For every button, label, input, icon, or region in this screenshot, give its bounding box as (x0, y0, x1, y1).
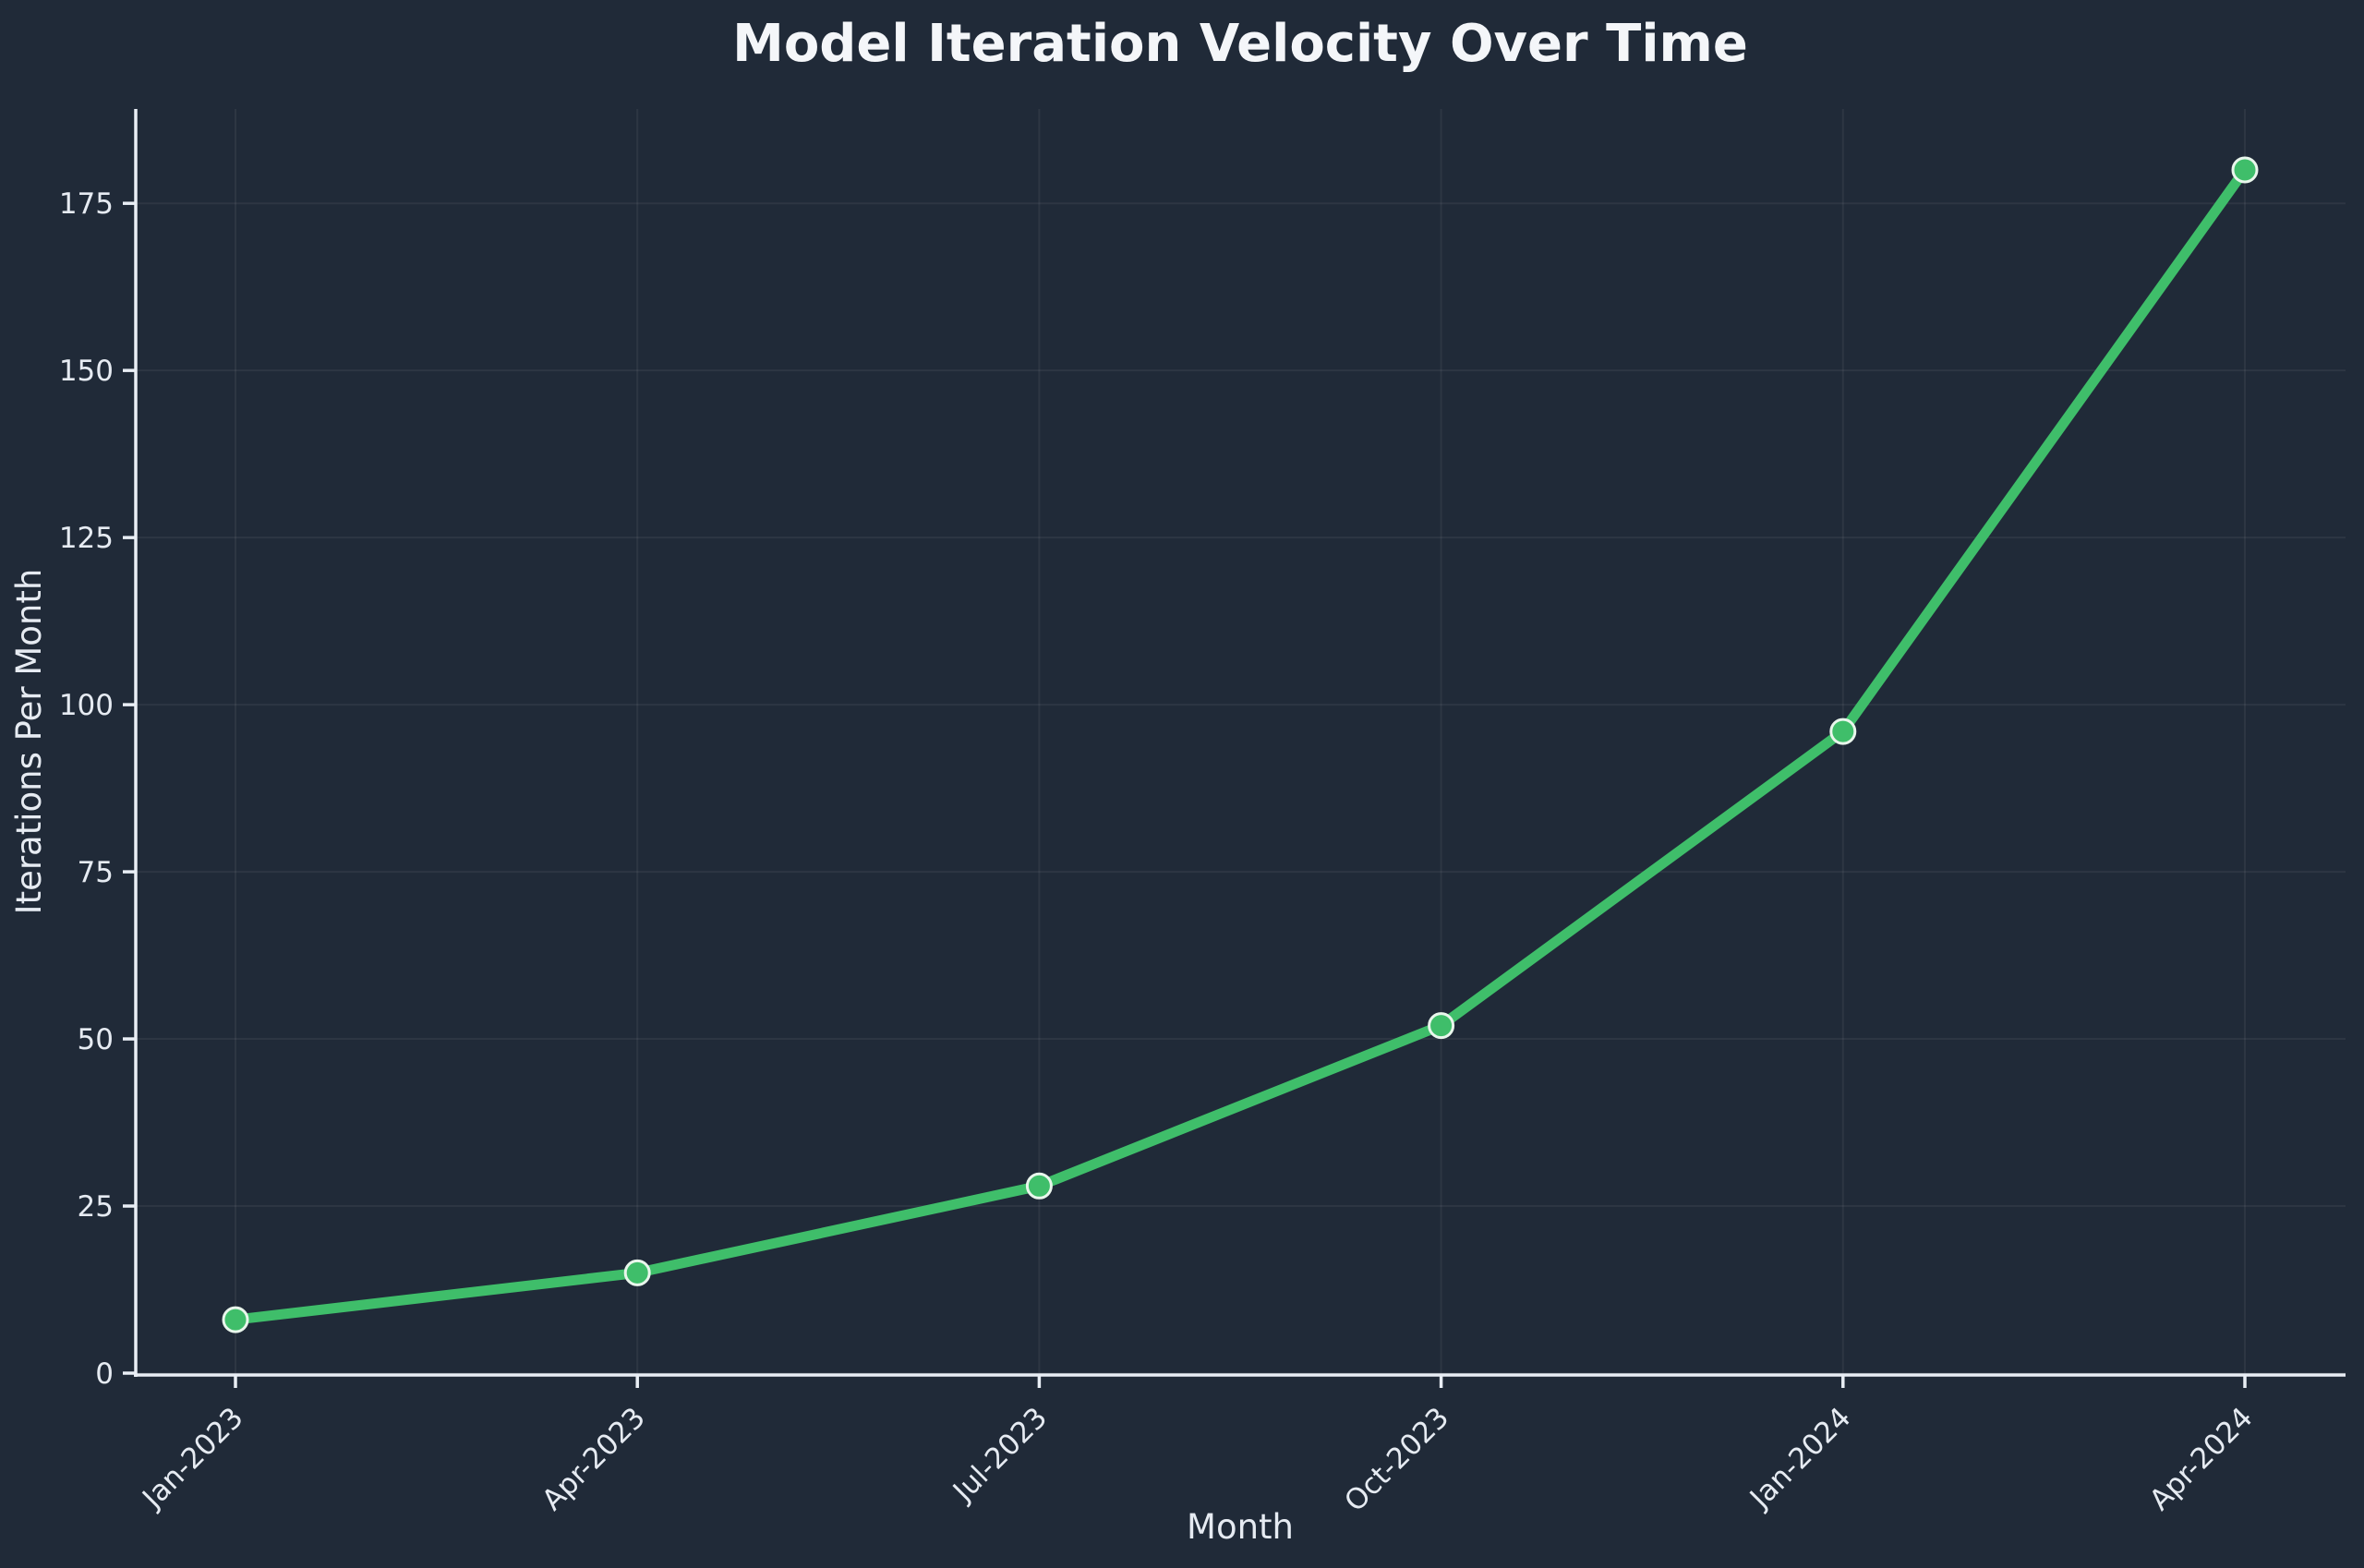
x-tick-label: Oct-2023 (1338, 1401, 1455, 1518)
data-point-marker (222, 1306, 249, 1333)
x-tick-label: Jan-2024 (1743, 1401, 1857, 1515)
chart-title: Model Iteration Velocity Over Time (732, 14, 1748, 74)
data-point-marker (2231, 156, 2259, 184)
data-point-marker (1428, 1012, 1455, 1040)
y-tick-label: 75 (78, 856, 114, 889)
y-tick-label: 125 (59, 522, 114, 555)
line-series (222, 156, 2259, 1333)
x-tick-label: Apr-2024 (2143, 1401, 2260, 1517)
y-axis-label: Iterations Per Month (9, 569, 49, 915)
y-tick-label: 25 (78, 1190, 114, 1224)
y-tick-label: 150 (59, 355, 114, 388)
x-tick-label: Jul-2023 (946, 1401, 1054, 1509)
data-point-marker (1025, 1172, 1053, 1200)
x-tick-label: Jan-2023 (135, 1401, 249, 1515)
grid-layer (136, 109, 2346, 1375)
x-axis-label: Month (1187, 1507, 1294, 1547)
axis-layer: 0 25 50 75 100 125 150 175 Jan-2023 Apr-2023 Jul-2… (59, 109, 2346, 1518)
y-tick-label: 100 (59, 689, 114, 722)
data-point-marker (623, 1259, 651, 1286)
y-tick-label: 0 (95, 1357, 114, 1391)
y-tick-label: 175 (59, 187, 114, 221)
x-tick-label: Apr-2023 (536, 1401, 652, 1517)
series-line (230, 164, 2250, 1325)
y-tick-label: 50 (78, 1023, 114, 1056)
data-point-marker (1829, 718, 1857, 745)
